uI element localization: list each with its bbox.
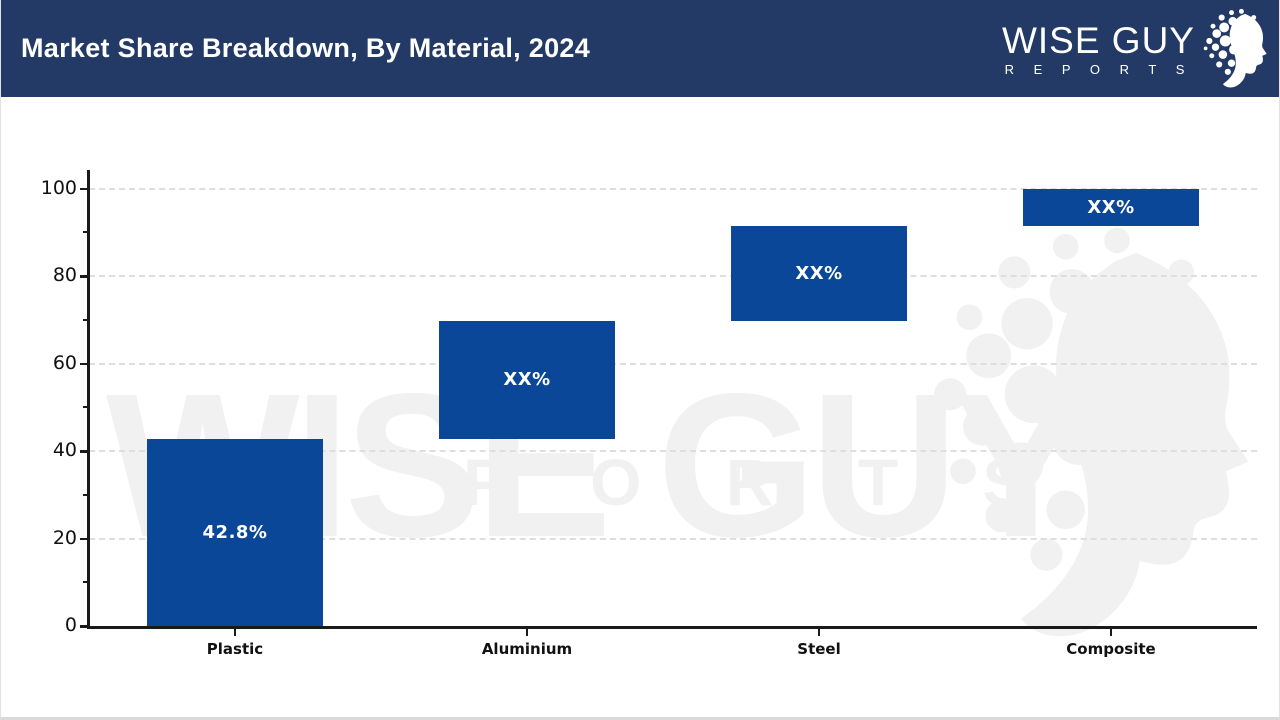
gridline-40 bbox=[89, 450, 1257, 452]
ytick-label-80: 80 bbox=[52, 264, 77, 286]
xtick-aluminium bbox=[526, 629, 528, 636]
ytick-0 bbox=[80, 625, 89, 628]
y-axis-line bbox=[87, 170, 90, 629]
bar-plastic: 42.8% bbox=[147, 438, 323, 626]
watermark-text-2: P O R T S bbox=[463, 445, 1045, 519]
ytick-minor-70 bbox=[83, 318, 89, 321]
ytick-minor-90 bbox=[83, 231, 89, 234]
x-axis-line bbox=[87, 626, 1257, 629]
xtick-plastic bbox=[234, 629, 236, 636]
ytick-60 bbox=[80, 362, 89, 365]
header-bar: Market Share Breakdown, By Material, 202… bbox=[1, 0, 1279, 97]
brand-logo: WISE GUY R E P O R T S bbox=[1002, 5, 1271, 93]
bar-steel: XX% bbox=[731, 225, 907, 321]
chart-area: WISE GUY P O R T S 0 20 40 60 80 100 42.8% Plas… bbox=[1, 97, 1279, 717]
ytick-100 bbox=[80, 187, 89, 190]
bar-composite: XX% bbox=[1023, 188, 1199, 226]
category-label-composite: Composite bbox=[1066, 640, 1156, 658]
ytick-minor-30 bbox=[83, 493, 89, 496]
category-label-steel: Steel bbox=[797, 640, 841, 658]
ytick-40 bbox=[80, 450, 89, 453]
page-title: Market Share Breakdown, By Material, 202… bbox=[21, 33, 591, 63]
ytick-label-40: 40 bbox=[52, 439, 77, 461]
bar-value-label-steel: XX% bbox=[795, 262, 843, 284]
bar-value-label-plastic: 42.8% bbox=[202, 521, 268, 543]
bar-value-label-aluminium: XX% bbox=[503, 369, 551, 391]
ytick-minor-50 bbox=[83, 406, 89, 409]
gridline-60 bbox=[89, 362, 1257, 365]
xtick-steel bbox=[818, 629, 820, 636]
brand-logo-text: WISE GUY R E P O R T S bbox=[1001, 20, 1195, 78]
gridline-100 bbox=[89, 187, 1257, 190]
ytick-label-20: 20 bbox=[52, 526, 77, 549]
xtick-composite bbox=[1110, 629, 1112, 636]
ytick-20 bbox=[80, 537, 89, 540]
ytick-minor-10 bbox=[83, 581, 89, 584]
brand-name: WISE GUY bbox=[1001, 20, 1195, 61]
ytick-label-100: 100 bbox=[40, 176, 77, 199]
bar-aluminium: XX% bbox=[439, 320, 615, 439]
ytick-label-60: 60 bbox=[52, 351, 77, 374]
category-label-aluminium: Aluminium bbox=[481, 640, 573, 658]
bar-value-label-composite: XX% bbox=[1087, 196, 1135, 218]
brand-subname: R E P O R T S bbox=[1004, 62, 1193, 77]
gridline-80 bbox=[89, 275, 1257, 277]
ytick-80 bbox=[80, 275, 89, 278]
category-label-plastic: Plastic bbox=[206, 640, 264, 658]
ytick-label-0: 0 bbox=[64, 614, 77, 636]
dotted-head-icon bbox=[1203, 8, 1267, 88]
watermark-head-icon bbox=[921, 227, 1249, 637]
gridline-20 bbox=[89, 537, 1257, 540]
